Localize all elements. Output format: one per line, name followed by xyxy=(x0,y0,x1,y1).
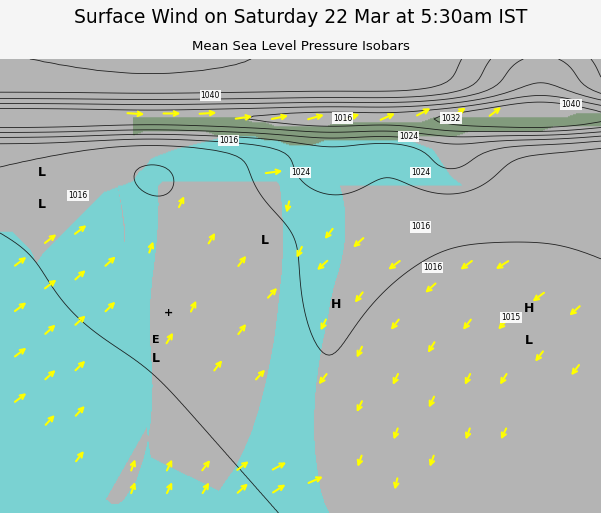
Text: 1024: 1024 xyxy=(399,132,418,141)
Text: 1040: 1040 xyxy=(561,100,581,109)
Text: Mean Sea Level Pressure Isobars: Mean Sea Level Pressure Isobars xyxy=(192,40,409,52)
Text: L: L xyxy=(38,198,46,211)
Text: L: L xyxy=(525,334,533,347)
Text: 1040: 1040 xyxy=(201,91,220,100)
Text: L: L xyxy=(38,166,46,179)
Text: H: H xyxy=(523,302,534,315)
Text: H: H xyxy=(331,298,342,311)
Text: 1015: 1015 xyxy=(501,313,520,322)
Text: 1032: 1032 xyxy=(441,113,460,123)
Text: 1024: 1024 xyxy=(291,168,310,177)
Text: L: L xyxy=(152,352,160,365)
Text: E: E xyxy=(153,336,160,345)
Text: +: + xyxy=(163,308,173,318)
Text: 1016: 1016 xyxy=(411,223,430,231)
Text: Surface Wind on Saturday 22 Mar at 5:30am IST: Surface Wind on Saturday 22 Mar at 5:30a… xyxy=(74,8,527,27)
Text: L: L xyxy=(260,234,269,247)
Text: 1016: 1016 xyxy=(423,263,442,272)
Text: 1016: 1016 xyxy=(69,191,88,200)
Text: 1016: 1016 xyxy=(333,113,352,123)
Text: 1024: 1024 xyxy=(411,168,430,177)
Text: 1016: 1016 xyxy=(219,136,238,145)
